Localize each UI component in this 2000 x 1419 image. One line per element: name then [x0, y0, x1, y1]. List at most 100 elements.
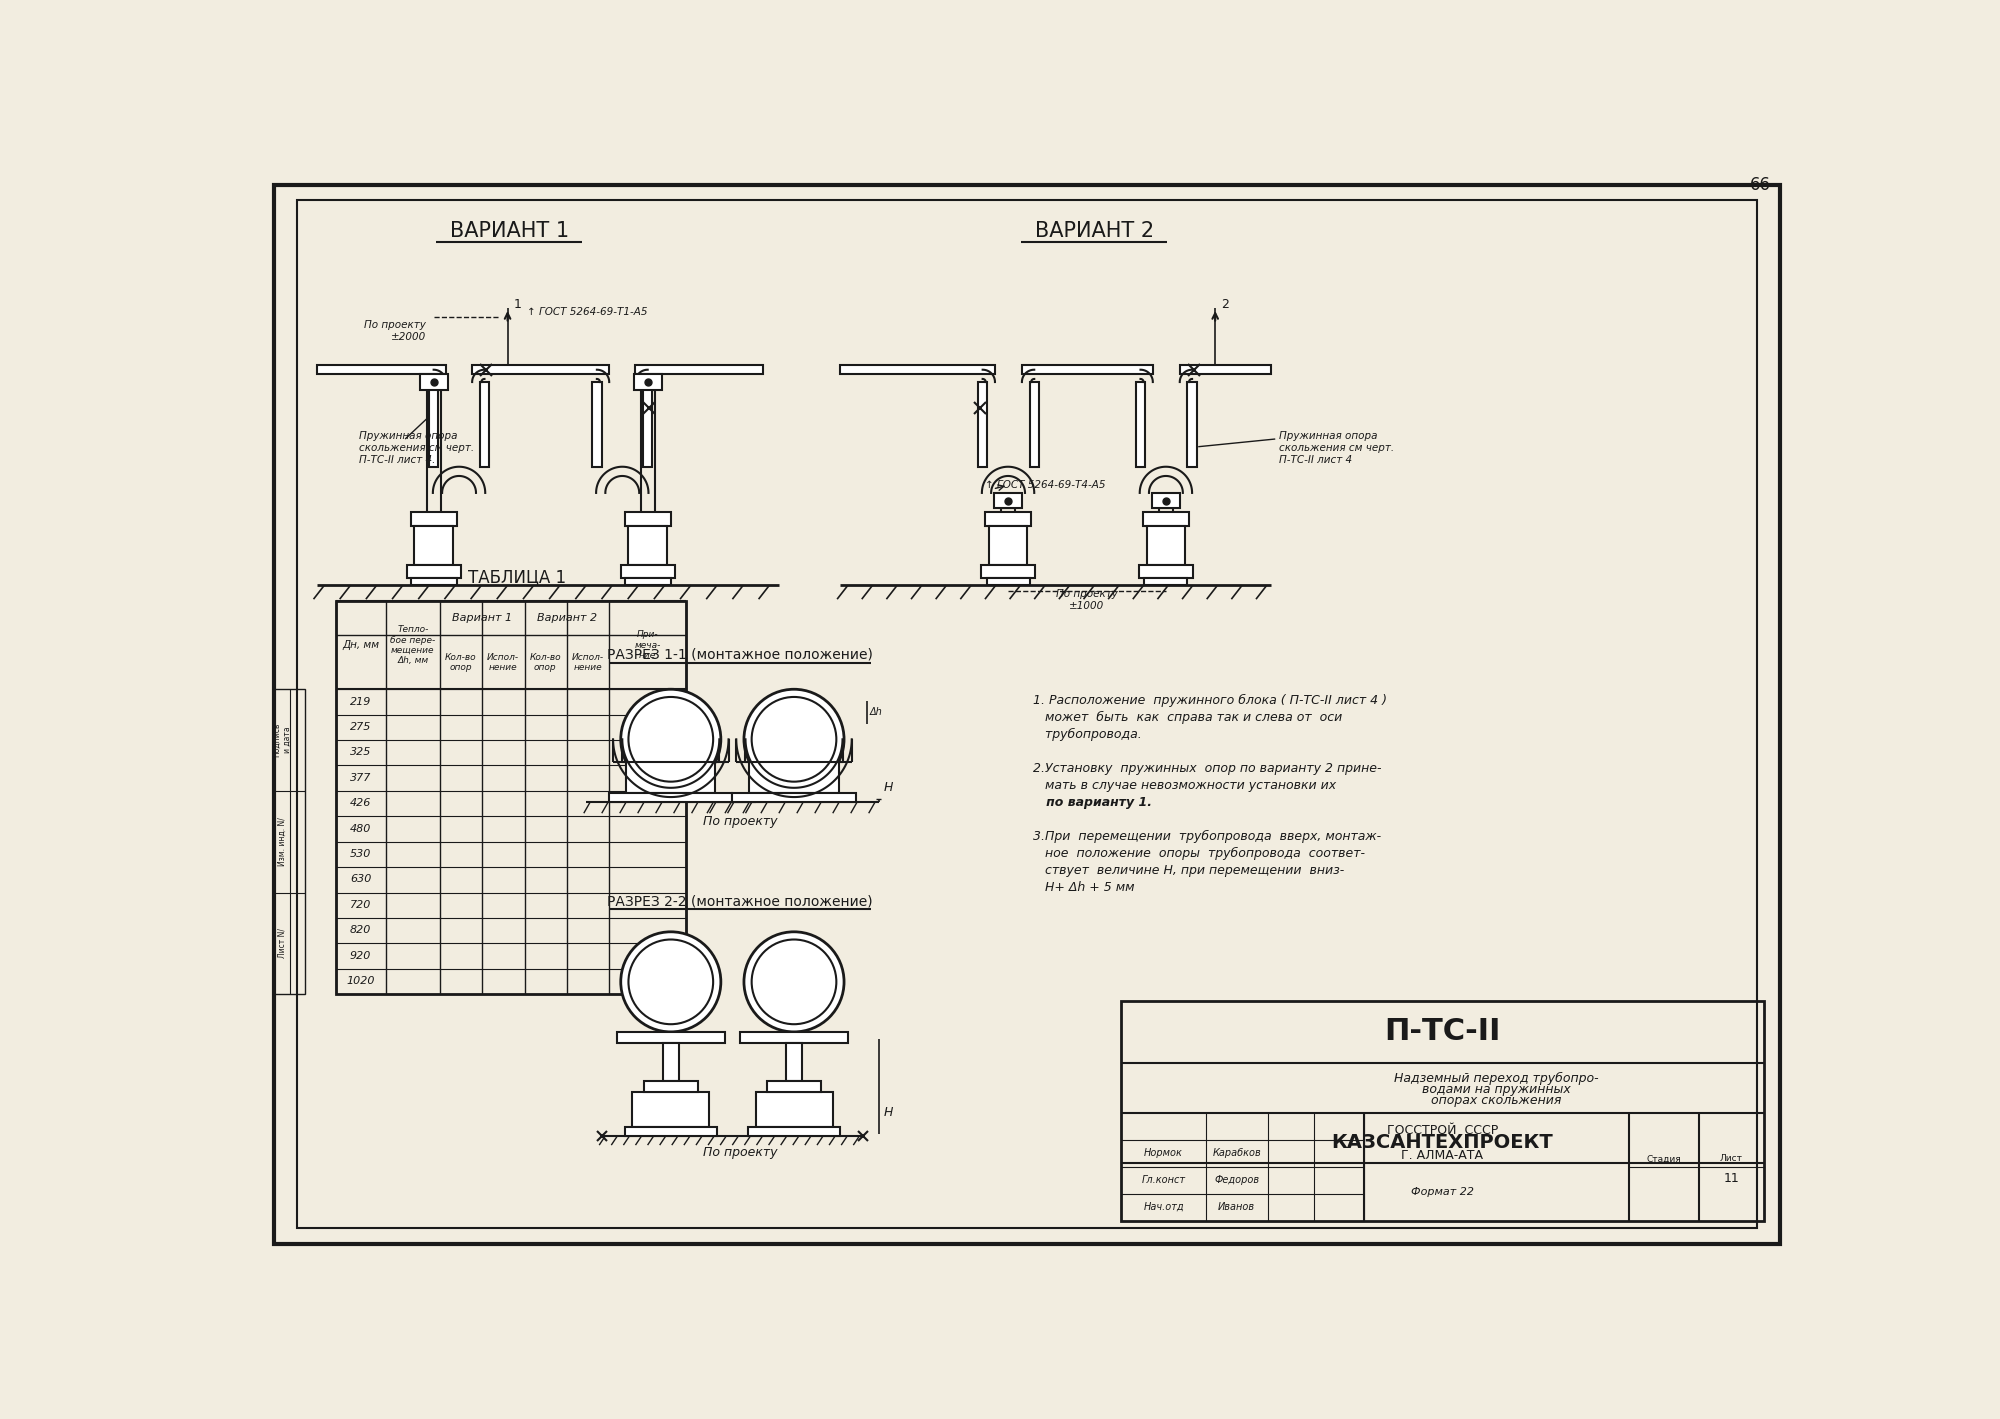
Text: ↑ ГОСТ 5264-69-Т4-А5: ↑ ГОСТ 5264-69-Т4-А5: [984, 480, 1106, 490]
Circle shape: [620, 932, 720, 1032]
Bar: [732, 793, 856, 803]
Text: Лист: Лист: [1720, 1155, 1742, 1164]
Text: ↑ ГОСТ 5264-69-Т1-А5: ↑ ГОСТ 5264-69-Т1-А5: [526, 307, 648, 316]
Text: Иванов: Иванов: [1218, 1202, 1256, 1212]
Text: По проекту: По проекту: [702, 1147, 778, 1159]
Bar: [750, 762, 838, 793]
Bar: [840, 365, 994, 375]
Text: Изм. инд. N/: Изм. инд. N/: [278, 817, 286, 866]
Text: КАЗСАНТЕХПРОЕКТ: КАЗСАНТЕХПРОЕКТ: [1332, 1132, 1554, 1152]
Bar: [994, 492, 1022, 508]
Bar: [984, 512, 1032, 526]
Text: Кол-во
опор: Кол-во опор: [530, 653, 562, 673]
Text: Карабков: Карабков: [1212, 1148, 1262, 1158]
Text: 377: 377: [350, 773, 372, 783]
Text: опорах скольжения: опорах скольжения: [1432, 1094, 1562, 1107]
Bar: [1138, 565, 1192, 579]
Text: 11: 11: [1724, 1172, 1738, 1185]
Text: Пружинная опора
скольжения см черт.
П-ТС-II лист 4: Пружинная опора скольжения см черт. П-ТС…: [1280, 431, 1394, 464]
Bar: [480, 382, 490, 467]
Bar: [786, 1043, 802, 1081]
Text: 66: 66: [1750, 176, 1770, 194]
Bar: [986, 579, 1030, 585]
Bar: [1144, 579, 1188, 585]
Text: 1: 1: [514, 298, 522, 311]
Text: H+ Δh + 5 мм: H+ Δh + 5 мм: [1032, 881, 1134, 894]
Text: может  быть  как  справа так и слева от  оси: может быть как справа так и слева от оси: [1032, 711, 1342, 724]
Text: H: H: [884, 780, 892, 793]
Text: 219: 219: [350, 697, 372, 707]
Bar: [1122, 1002, 1764, 1220]
Bar: [634, 375, 662, 390]
Text: трубопровода.: трубопровода.: [1032, 728, 1142, 741]
Bar: [1152, 492, 1180, 508]
Text: Гл.конст: Гл.конст: [1142, 1175, 1186, 1185]
Text: 325: 325: [350, 748, 372, 758]
Text: П-ТС-II: П-ТС-II: [1384, 1017, 1500, 1046]
Text: Пружинная опора
скольжения см черт.
П-ТС-II лист 4.: Пружинная опора скольжения см черт. П-ТС…: [358, 431, 474, 464]
Circle shape: [620, 690, 720, 789]
Text: 3.При  перемещении  трубопровода  вверх, монтаж-: 3.При перемещении трубопровода вверх, мо…: [1032, 830, 1380, 843]
Bar: [316, 365, 446, 375]
Text: 530: 530: [350, 849, 372, 858]
Text: Тепло-
бое пере-
мещение
Δh, мм: Тепло- бое пере- мещение Δh, мм: [390, 626, 436, 666]
Text: Нач.отд: Нач.отд: [1144, 1202, 1184, 1212]
Bar: [748, 1127, 840, 1135]
Text: Дн, мм: Дн, мм: [342, 640, 380, 650]
Bar: [472, 365, 610, 375]
Bar: [414, 526, 452, 565]
Text: 480: 480: [350, 823, 372, 833]
Bar: [410, 579, 456, 585]
Bar: [420, 375, 448, 390]
Text: по варианту 1.: по варианту 1.: [1032, 796, 1152, 809]
Text: 720: 720: [350, 900, 372, 910]
Text: Нормок: Нормок: [1144, 1148, 1184, 1158]
Text: ВАРИАНТ 2: ВАРИАНТ 2: [1034, 221, 1154, 241]
Bar: [978, 382, 988, 467]
Text: ГОССТРОЙ  СССР: ГОССТРОЙ СССР: [1386, 1124, 1498, 1137]
Circle shape: [744, 690, 844, 789]
Text: Кол-во
опор: Кол-во опор: [444, 653, 476, 673]
Bar: [756, 1093, 832, 1127]
Bar: [430, 382, 438, 467]
Text: 2: 2: [1222, 298, 1230, 311]
Bar: [620, 565, 674, 579]
Bar: [644, 382, 652, 467]
Bar: [1180, 365, 1272, 375]
Text: ТАБЛИЦА 1: ТАБЛИЦА 1: [468, 569, 566, 586]
Bar: [1022, 365, 1152, 375]
Text: Вариант 2: Вариант 2: [536, 613, 596, 623]
Bar: [274, 690, 306, 995]
Text: По проекту: По проекту: [702, 815, 778, 829]
Text: Вариант 1: Вариант 1: [452, 613, 512, 623]
Text: H: H: [884, 1107, 892, 1120]
Text: водами на пружинных: водами на пружинных: [1422, 1083, 1570, 1095]
Text: 2.Установку  пружинных  опор по варианту 2 прине-: 2.Установку пружинных опор по варианту 2…: [1032, 762, 1382, 775]
Text: Формат 22: Формат 22: [1410, 1188, 1474, 1198]
Bar: [982, 565, 1036, 579]
Bar: [336, 600, 686, 995]
Text: Подпись
и дата: Подпись и дата: [272, 722, 292, 758]
Text: 820: 820: [350, 925, 372, 935]
Text: При-
меча-
ние: При- меча- ние: [634, 630, 660, 660]
Text: По проекту
±2000: По проекту ±2000: [364, 321, 426, 342]
Bar: [1030, 382, 1038, 467]
Bar: [636, 365, 764, 375]
Text: Надземный переход трубопро-: Надземный переход трубопро-: [1394, 1073, 1598, 1086]
Bar: [626, 762, 716, 793]
Text: 1020: 1020: [346, 976, 374, 986]
Text: 920: 920: [350, 951, 372, 961]
Bar: [616, 1032, 724, 1043]
Text: По проекту
±1000: По проекту ±1000: [1056, 589, 1118, 610]
Bar: [410, 512, 456, 526]
Bar: [1136, 382, 1146, 467]
Text: Лист N/: Лист N/: [278, 928, 286, 958]
Bar: [988, 526, 1028, 565]
Text: Испол-
нение: Испол- нение: [486, 653, 520, 673]
Bar: [664, 1043, 678, 1081]
Bar: [1188, 382, 1196, 467]
Text: Испол-
нение: Испол- нение: [572, 653, 604, 673]
Text: ное  положение  опоры  трубопровода  соответ-: ное положение опоры трубопровода соответ…: [1032, 847, 1364, 860]
Text: 630: 630: [350, 874, 372, 884]
Bar: [632, 1093, 710, 1127]
